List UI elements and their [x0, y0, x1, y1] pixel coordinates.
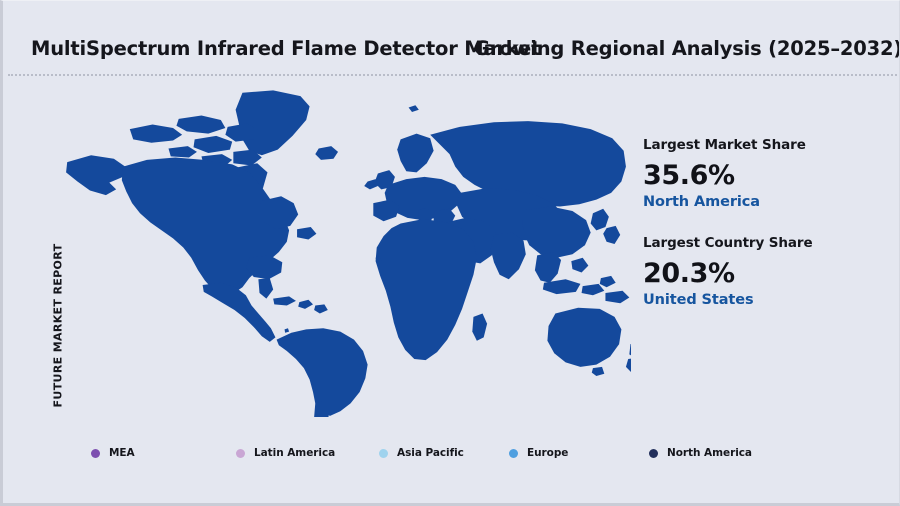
- page-title-secondary: Growing Regional Analysis (2025–2032): [474, 37, 900, 60]
- stat-region-market-share: North America: [643, 193, 760, 210]
- legend-label-mea: MEA: [109, 447, 135, 459]
- title-band: MultiSpectrum Infrared Flame Detector Ma…: [3, 1, 900, 76]
- stat-caption-market-share: Largest Market Share: [643, 137, 806, 153]
- stat-caption-country-share: Largest Country Share: [643, 235, 813, 251]
- stats-panel: Largest Market Share 35.6% North America…: [643, 137, 893, 335]
- stat-block-country-share: Largest Country Share 20.3% United State…: [643, 235, 893, 308]
- stat-value-market-share: 35.6%: [643, 159, 735, 191]
- legend-dot-latin-america: [236, 448, 245, 458]
- legend-label-latin-america: Latin America: [254, 447, 336, 459]
- legend-label-europe: Europe: [527, 447, 569, 459]
- legend-label-north-america: North America: [667, 447, 752, 459]
- legend-item-north-america[interactable]: North America: [649, 448, 752, 459]
- legend-dot-north-america: [649, 448, 658, 458]
- stat-value-country-share: 20.3%: [643, 257, 735, 289]
- legend-item-asia-pacific[interactable]: Asia Pacific: [379, 448, 464, 459]
- world-map-svg: [66, 90, 631, 417]
- legend-item-europe[interactable]: Europe: [509, 448, 568, 459]
- legend-dot-mea: [91, 448, 100, 458]
- stat-region-country-share: United States: [643, 291, 754, 308]
- title-divider: [8, 74, 899, 76]
- legend-dot-asia-pacific: [379, 448, 388, 458]
- page-title-primary: MultiSpectrum Infrared Flame Detector Ma…: [31, 37, 541, 60]
- legend-label-asia-pacific: Asia Pacific: [397, 447, 464, 459]
- legend-item-mea[interactable]: MEA: [91, 448, 135, 459]
- map-legend: MEA Latin America Asia Pacific Europe No…: [91, 448, 811, 468]
- legend-dot-europe: [509, 448, 518, 458]
- stat-block-market-share: Largest Market Share 35.6% North America: [643, 137, 893, 210]
- legend-item-latin-america[interactable]: Latin America: [236, 448, 335, 459]
- world-map: [61, 87, 631, 417]
